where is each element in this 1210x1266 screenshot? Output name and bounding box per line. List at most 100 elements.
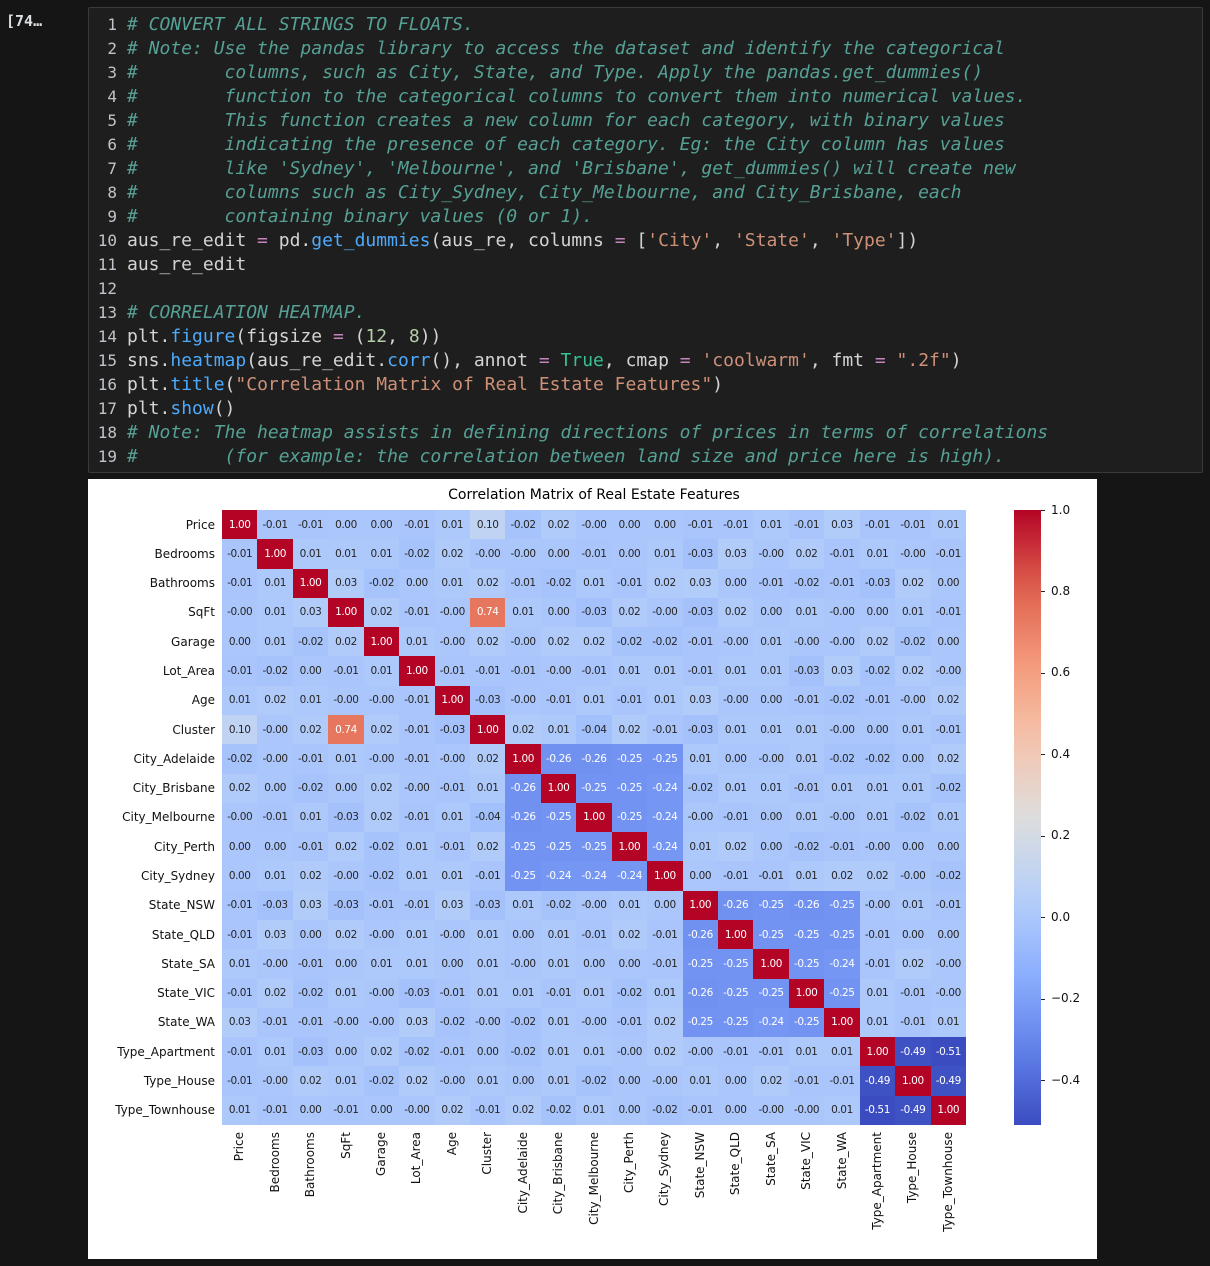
col-label: City_Perth [621, 1132, 636, 1193]
code-line[interactable]: 19 # (for example: the correlation betwee… [89, 445, 1202, 469]
heatmap-cell: 0.00 [717, 568, 754, 598]
heatmap-cell: -0.01 [576, 920, 612, 950]
row-label: State_QLD [151, 927, 215, 942]
heatmap-cell: 0.00 [363, 510, 400, 540]
heatmap-cell: -0.00 [363, 1007, 400, 1038]
code-line[interactable]: 5 # This function creates a new column fo… [89, 109, 1202, 133]
code-text[interactable]: # function to the categorical columns to… [127, 86, 1027, 107]
heatmap-cell: -0.00 [540, 656, 577, 686]
heatmap-cell: -0.00 [824, 715, 860, 745]
code-text[interactable]: # columns, such as City, State, and Type… [127, 62, 984, 83]
code-text[interactable]: # columns such as City_Sydney, City_Melb… [127, 182, 962, 203]
heatmap-cell: 1.00 [930, 1095, 966, 1125]
code-line[interactable]: 18 # Note: The heatmap assists in definin… [89, 421, 1202, 445]
heatmap-cell: -0.01 [222, 920, 258, 950]
heatmap-cell: -0.02 [222, 744, 258, 774]
heatmap-cell: -0.01 [399, 685, 435, 715]
heatmap-cell: -0.00 [399, 773, 435, 803]
heatmap-cell: 0.00 [895, 920, 931, 950]
code-line[interactable]: 9 # containing binary values (0 or 1). [89, 205, 1202, 229]
heatmap-cell: -0.02 [505, 1007, 541, 1038]
heatmap-cell: 0.02 [540, 510, 577, 540]
code-line[interactable]: 10 aus_re_edit = pd.get_dummies(aus_re, c… [89, 229, 1202, 253]
heatmap-cell: -0.01 [717, 1037, 754, 1067]
code-line[interactable]: 15 sns.heatmap(aus_re_edit.corr(), annot … [89, 349, 1202, 373]
code-text[interactable]: # (for example: the correlation between … [127, 446, 1005, 467]
heatmap-cell: -0.26 [576, 744, 612, 774]
colorbar-tick-label: 0.4 [1051, 746, 1071, 761]
heatmap-cell: -0.00 [824, 627, 860, 657]
heatmap-cell: -0.00 [434, 744, 470, 774]
code-line[interactable]: 16 plt.title("Correlation Matrix of Real … [89, 373, 1202, 397]
code-line[interactable]: 3 # columns, such as City, State, and Typ… [89, 61, 1202, 85]
code-text[interactable]: # This function creates a new column for… [127, 110, 1005, 131]
code-text[interactable]: # Note: Use the pandas library to access… [127, 38, 1005, 59]
heatmap-cell: -0.01 [222, 656, 258, 686]
heatmap-cell: -0.02 [788, 568, 825, 598]
colorbar-tick-mark [1041, 998, 1045, 1000]
heatmap-cell: -0.02 [930, 773, 966, 803]
code-text[interactable]: aus_re_edit = pd.get_dummies(aus_re, col… [127, 230, 919, 251]
heatmap-cell: -0.02 [540, 1095, 577, 1125]
code-line[interactable]: 4 # function to the categorical columns t… [89, 85, 1202, 109]
heatmap-cell: -0.02 [292, 773, 329, 803]
heatmap-cell: 1.00 [505, 744, 541, 774]
code-line[interactable]: 8 # columns such as City_Sydney, City_Mel… [89, 181, 1202, 205]
code-line[interactable]: 13 # CORRELATION HEATMAP. [89, 301, 1202, 325]
heatmap-cell: 0.01 [824, 1037, 860, 1067]
heatmap-cell: -0.00 [363, 920, 400, 950]
line-number: 16 [97, 375, 117, 394]
code-cell[interactable]: 1 # CONVERT ALL STRINGS TO FLOATS. 2 # Note… [88, 7, 1203, 473]
heatmap-cell: -0.01 [611, 1007, 648, 1038]
heatmap-cell: -0.26 [505, 773, 541, 803]
heatmap-cell: 0.01 [753, 510, 789, 540]
heatmap-cell: 0.03 [434, 890, 470, 920]
code-line[interactable]: 14 plt.figure(figsize = (12, 8)) [89, 325, 1202, 349]
heatmap-cell: 0.01 [576, 978, 612, 1008]
heatmap-cell: 0.01 [292, 685, 329, 715]
code-text[interactable]: # Note: The heatmap assists in defining … [127, 422, 1049, 443]
code-text[interactable]: plt.figure(figsize = (12, 8)) [127, 326, 442, 347]
line-number: 11 [97, 255, 117, 274]
code-text[interactable]: plt.show() [127, 398, 236, 419]
code-text[interactable]: aus_re_edit [127, 254, 247, 275]
code-line[interactable]: 1 # CONVERT ALL STRINGS TO FLOATS. [89, 13, 1202, 37]
code-text[interactable]: # CORRELATION HEATMAP. [127, 302, 366, 323]
code-line[interactable]: 6 # indicating the presence of each categ… [89, 133, 1202, 157]
heatmap-cell: -0.00 [647, 1066, 683, 1096]
heatmap-cell: -0.01 [257, 1007, 293, 1038]
heatmap-cell: -0.25 [576, 773, 612, 803]
code-line[interactable]: 17 plt.show() [89, 397, 1202, 421]
heatmap-cell: -0.26 [717, 890, 754, 920]
heatmap-cell: 0.01 [328, 744, 364, 774]
heatmap-cell: 0.00 [930, 832, 966, 862]
heatmap-cell: 1.00 [292, 568, 329, 598]
heatmap-cell: -0.25 [717, 978, 754, 1008]
code-text[interactable]: # CONVERT ALL STRINGS TO FLOATS. [127, 14, 474, 35]
code-line[interactable]: 11 aus_re_edit [89, 253, 1202, 277]
heatmap-cell: 0.02 [895, 949, 931, 979]
colorbar-tick-label: −0.4 [1051, 1072, 1081, 1087]
heatmap-cell: -0.00 [753, 1095, 789, 1125]
code-editor[interactable]: 1 # CONVERT ALL STRINGS TO FLOATS. 2 # Note… [89, 13, 1202, 469]
col-label: State_VIC [799, 1132, 814, 1190]
heatmap-cell: -0.25 [788, 949, 825, 979]
heatmap-cell: 1.00 [788, 978, 825, 1008]
code-line[interactable]: 12 [89, 277, 1202, 301]
code-text[interactable]: sns.heatmap(aus_re_edit.corr(), annot = … [127, 350, 962, 371]
heatmap-cell: 0.01 [399, 861, 435, 891]
heatmap-cell: -0.25 [647, 744, 683, 774]
code-line[interactable]: 2 # Note: Use the pandas library to acces… [89, 37, 1202, 61]
code-text[interactable]: # indicating the presence of each catego… [127, 134, 1005, 155]
row-label: City_Adelaide [133, 751, 215, 766]
code-text[interactable]: plt.title("Correlation Matrix of Real Es… [127, 374, 724, 395]
heatmap-cell: 0.01 [895, 597, 931, 628]
heatmap-cell: -0.02 [859, 656, 896, 686]
code-text[interactable]: # containing binary values (0 or 1). [127, 206, 593, 227]
heatmap-cell: 0.03 [824, 656, 860, 686]
code-line[interactable]: 7 # like 'Sydney', 'Melbourne', and 'Bris… [89, 157, 1202, 181]
heatmap-cell: 0.01 [682, 744, 718, 774]
code-text[interactable]: # like 'Sydney', 'Melbourne', and 'Brisb… [127, 158, 1016, 179]
heatmap-cell: -0.01 [753, 568, 789, 598]
line-number: 2 [107, 39, 117, 58]
